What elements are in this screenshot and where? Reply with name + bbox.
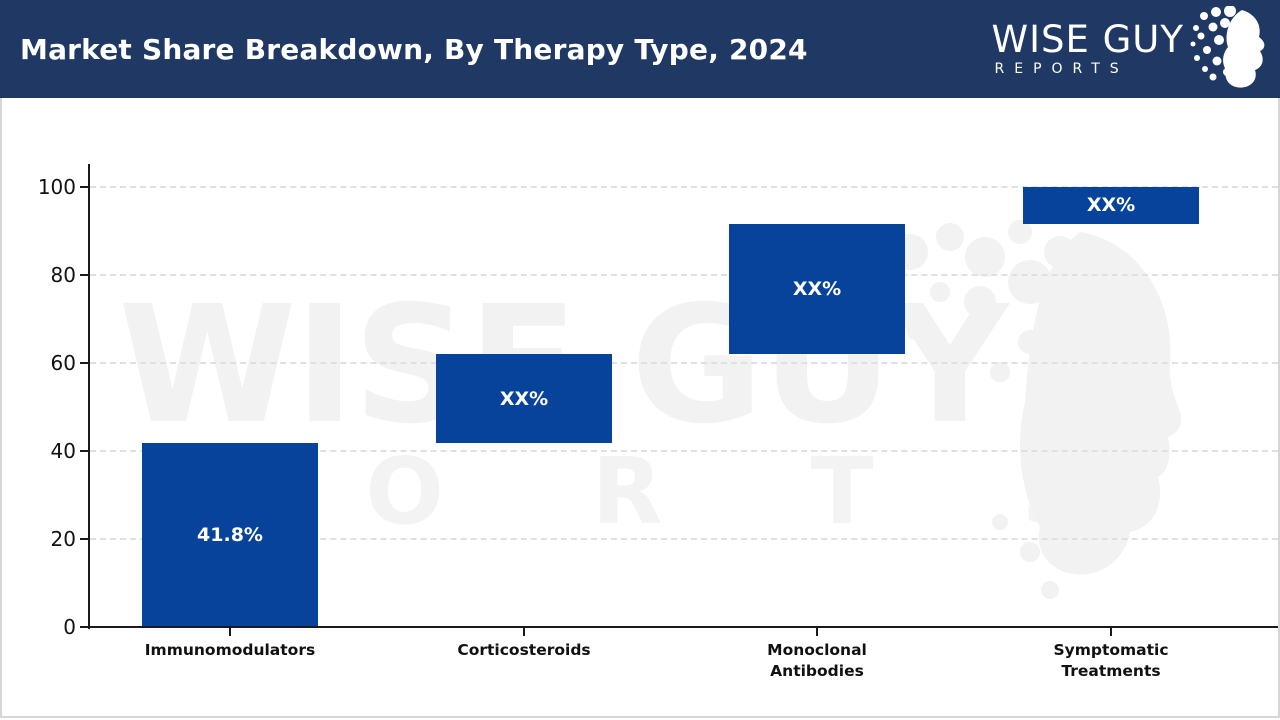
y-tick-label: 20 [50,527,76,551]
x-tick [523,628,525,636]
x-tick [816,628,818,636]
x-tick-label: Immunomodulators [144,641,316,659]
y-tick [80,450,88,452]
y-tick-label: 80 [50,263,76,287]
x-tick-label: Corticosteroids [457,641,591,659]
bar-segment: XX% [729,223,905,355]
y-tick [80,626,88,628]
page-title: Market Share Breakdown, By Therapy Type,… [20,32,808,66]
x-tick-label: Symptomatic Treatments [1053,641,1169,681]
y-tick [80,538,88,540]
brand-wordmark: WISE GUY [991,18,1184,61]
y-tick-label: 60 [50,351,76,375]
gridline [90,186,1278,188]
brand-wordmark-block: WISE GUY REPORTS [992,21,1184,77]
y-tick [80,362,88,364]
x-tick-label: Monoclonal Antibodies [767,641,867,681]
gridline [90,538,1278,540]
y-tick [80,186,88,188]
bar-segment: 41.8% [142,443,318,627]
gridline [90,274,1278,276]
header: Market Share Breakdown, By Therapy Type,… [0,0,1280,98]
y-axis-spine [88,164,90,629]
bar-value-label: XX% [1086,194,1136,217]
y-tick [80,274,88,276]
brand-reports-label: REPORTS [994,61,1129,77]
bar-segment: XX% [1023,187,1199,224]
bar-value-label: XX% [792,278,842,301]
gridline [90,450,1278,452]
y-tick-label: 100 [37,175,76,199]
x-tick [1110,628,1112,636]
y-tick-label: 40 [50,439,76,463]
gridline [90,362,1278,364]
brand-face-icon [1190,6,1265,88]
bar-value-label: XX% [499,387,549,410]
bar-value-label: 41.8% [197,524,263,547]
x-tick [229,628,231,636]
x-axis-spine [88,626,1278,628]
brand-logo: WISE GUY REPORTS [992,6,1268,92]
y-tick-label: 0 [63,615,76,639]
bar-segment: XX% [436,354,612,444]
watermark-face-graphic [892,220,1182,599]
